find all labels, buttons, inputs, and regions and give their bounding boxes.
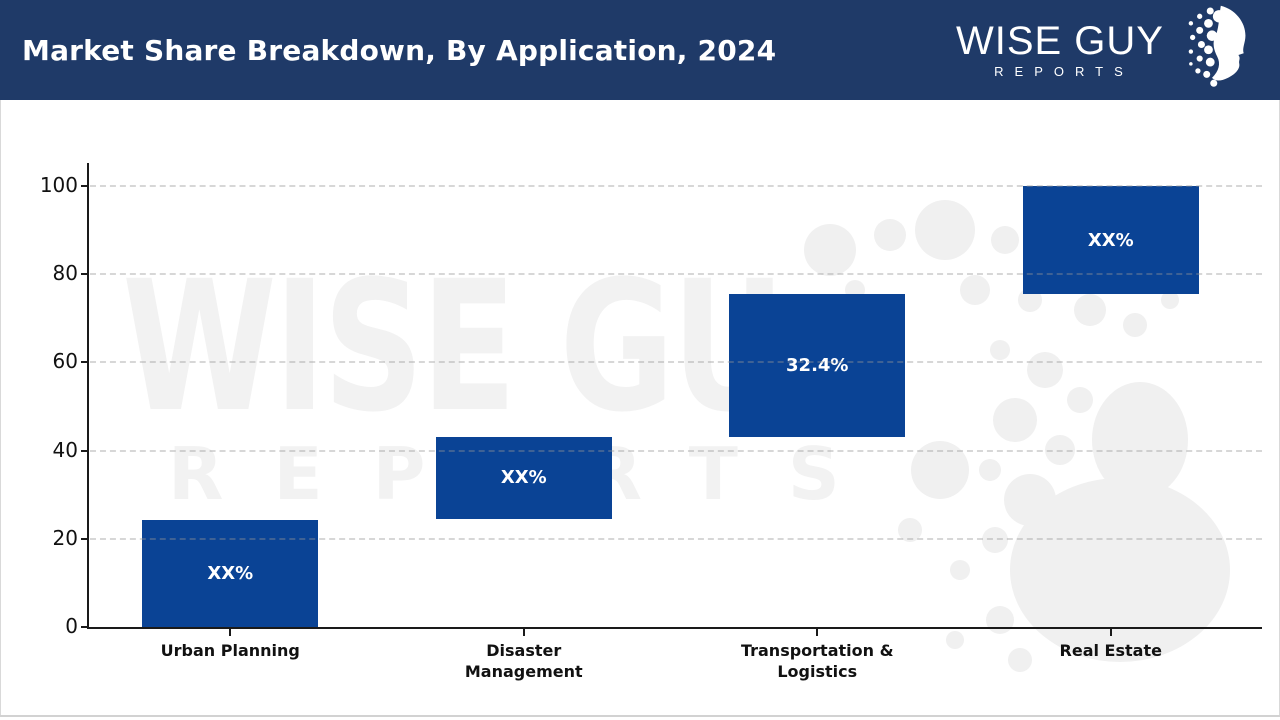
bar-urban-planning: XX% — [142, 519, 319, 627]
y-axis-tick — [81, 361, 88, 364]
bar-value-label: XX% — [500, 467, 547, 489]
wiseguy-logo-text: WISE GUY REPORTS — [956, 21, 1164, 79]
wiseguy-logo: WISE GUY REPORTS — [956, 4, 1258, 96]
logo-wordmark: WISE GUY — [955, 19, 1164, 63]
y-axis-tick — [81, 185, 88, 187]
y-axis-tick — [81, 273, 88, 276]
y-tick-label: 0 — [65, 614, 78, 638]
y-tick-label: 40 — [52, 437, 78, 462]
bar-value-label: XX% — [207, 562, 254, 584]
y-tick-label: 60 — [52, 349, 78, 374]
gridline — [90, 449, 1262, 452]
x-axis-line — [87, 627, 1262, 629]
gridline — [90, 537, 1262, 540]
page-title: Market Share Breakdown, By Application, … — [22, 33, 777, 67]
x-axis-tick — [1109, 629, 1112, 636]
bar-disaster-management: XX% — [435, 436, 612, 519]
gridline — [90, 361, 1262, 364]
wiseguy-face-logo-icon — [1166, 4, 1258, 96]
watermark-wordmark: WISE GU — [122, 243, 786, 452]
bar-value-label: XX% — [1087, 229, 1134, 251]
x-axis-tick — [229, 629, 232, 636]
page-border-bottom — [0, 715, 1280, 717]
y-axis-line — [87, 163, 89, 629]
header-bar: Market Share Breakdown, By Application, … — [0, 0, 1280, 100]
bar-value-label: 32.4% — [786, 354, 849, 376]
y-axis-tick — [81, 449, 88, 452]
page-border-left — [0, 100, 1, 717]
gridline — [90, 273, 1262, 276]
y-tick-label: 20 — [52, 525, 78, 550]
x-tick-label: Real Estate — [1059, 641, 1162, 660]
logo-subtitle: REPORTS — [994, 64, 1134, 79]
y-tick-label: 100 — [39, 173, 78, 197]
gridline — [90, 185, 1262, 187]
x-axis-tick — [816, 629, 819, 636]
y-tick-label: 80 — [52, 261, 78, 286]
x-axis-tick — [522, 629, 525, 636]
y-axis-tick — [81, 626, 88, 628]
x-tick-label: Disaster Management — [464, 641, 583, 681]
y-axis-tick — [81, 537, 88, 540]
x-tick-label: Transportation & Logistics — [740, 641, 894, 681]
x-tick-label: Urban Planning — [160, 641, 300, 660]
bar-real-estate: XX% — [1022, 186, 1199, 295]
bar-transportation-logistics: 32.4% — [729, 294, 906, 437]
